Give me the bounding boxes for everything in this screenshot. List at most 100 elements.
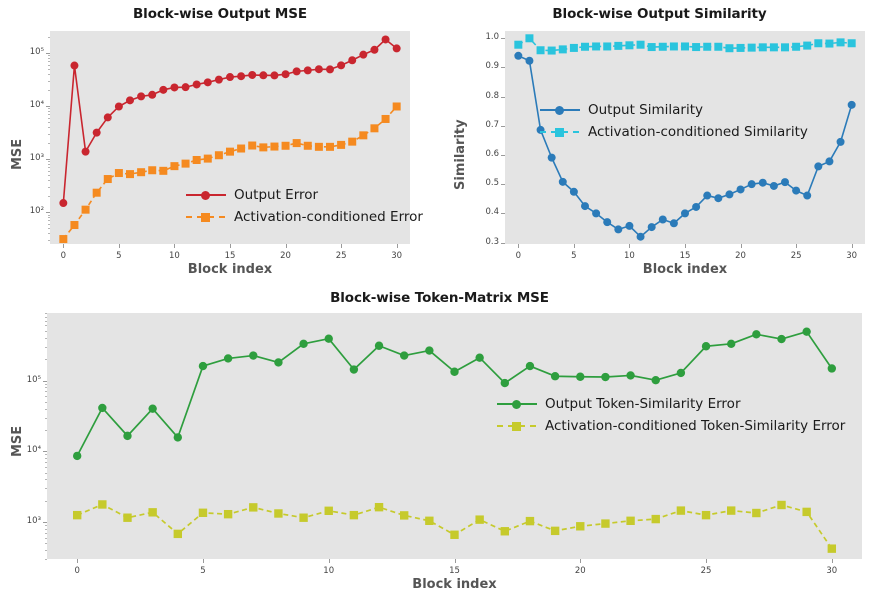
data-point-marker [725,190,734,199]
y-minor-tick-mark [44,331,47,333]
data-point-marker [500,527,510,536]
data-point-marker [324,506,333,515]
data-point-marker [159,85,168,94]
y-minor-tick-mark [44,458,47,460]
y-minor-tick-mark [44,488,47,490]
panel2-title: Block-wise Output Similarity [552,6,767,22]
x-tick-label: 30 [391,251,403,261]
data-point-marker [181,159,190,168]
legend-entry[interactable]: Activation-conditioned Similarity [540,121,808,143]
y-minor-tick-mark [47,167,50,169]
panel1-series-layer [59,35,401,244]
data-point-marker [651,514,660,524]
data-point-marker [450,530,459,539]
legend-entry[interactable]: Output Error [186,184,423,206]
x-tick-label: 10 [169,251,180,261]
y-tick-label: 10⁴ [29,100,44,111]
data-point-marker [425,346,434,355]
y-minor-tick-mark [44,479,47,481]
y-minor-tick-mark [47,196,50,198]
y-minor-tick-mark [47,90,50,92]
legend-label: Output Token-Similarity Error [545,396,741,412]
data-point-marker [692,43,701,52]
data-point-marker [727,339,736,349]
x-tick-mark [580,559,582,563]
x-tick-label: 15 [224,251,236,261]
legend-entry[interactable]: Output Similarity [540,99,808,121]
data-point-marker [536,46,545,55]
data-point-marker [303,66,312,75]
y-tick-label: 0.7 [485,119,499,130]
data-point-marker [170,83,179,92]
x-tick-label: 15 [679,251,691,261]
panel3-plot-area [47,313,862,559]
x-tick-mark [202,559,204,563]
x-tick-mark [328,559,330,563]
data-point-marker [214,151,223,160]
data-point-marker [148,166,157,175]
legend-label: Activation-conditioned Error [234,209,423,225]
y-tick-label: 1.0 [485,32,499,43]
data-point-marker [203,78,212,87]
data-point-marker [450,367,459,376]
y-minor-tick-mark [47,214,50,216]
y-minor-tick-mark [47,68,50,70]
y-minor-tick-mark [44,316,47,318]
data-point-marker [123,513,132,522]
data-point-marker [374,341,384,350]
data-point-marker [59,235,68,244]
data-point-marker [192,155,201,164]
y-tick-label: 0.6 [485,149,499,159]
data-point-marker [769,181,778,190]
y-minor-tick-mark [44,543,47,545]
y-minor-tick-mark [47,74,50,76]
data-point-marker [525,34,534,43]
data-point-marker [701,342,711,351]
data-point-marker [747,43,756,52]
y-minor-tick-mark [47,186,50,188]
legend-swatch [540,103,580,117]
data-point-marker [727,506,736,515]
data-point-marker [681,42,689,51]
data-point-marker [500,378,510,388]
data-point-marker [359,50,368,59]
y-tick-mark [43,451,47,453]
legend-entry[interactable]: Activation-conditioned Token-Similarity … [497,415,845,437]
panel2-x-axis-label: Block index [642,262,728,277]
data-point-marker [359,131,368,140]
panel3-x-axis-label: Block index [412,577,497,592]
data-point-marker [736,43,745,52]
data-point-marker [348,137,357,146]
y-minor-tick-mark [47,61,50,63]
y-minor-tick-mark [47,223,50,225]
data-point-marker [703,42,712,51]
data-point-marker [576,522,585,531]
y-minor-tick-mark [47,164,50,166]
x-tick-mark [573,244,575,248]
data-point-marker [349,510,359,520]
data-point-marker [92,128,101,137]
x-tick-mark [685,244,686,248]
data-point-marker [547,153,556,162]
data-point-marker [626,371,635,380]
data-point-marker [658,42,667,51]
data-point-marker [725,44,734,53]
y-minor-tick-mark [47,239,50,241]
data-point-marker [803,191,812,200]
legend-swatch [497,419,537,433]
x-tick-label: 20 [574,566,586,576]
y-minor-tick-mark [44,559,47,560]
legend-swatch [540,125,580,139]
y-tick-label: 10³ [29,153,44,164]
data-point-marker [274,358,283,367]
legend-label: Output Similarity [588,102,704,118]
data-point-marker [381,35,390,44]
y-minor-tick-mark [44,532,47,534]
y-tick-label: 0.8 [485,90,499,101]
legend-marker-icon [555,106,564,115]
data-point-marker [647,223,656,232]
y-minor-tick-mark [44,320,47,322]
data-point-marker [274,509,283,518]
legend-entry[interactable]: Activation-conditioned Error [186,206,423,228]
legend-entry[interactable]: Output Token-Similarity Error [497,393,845,415]
